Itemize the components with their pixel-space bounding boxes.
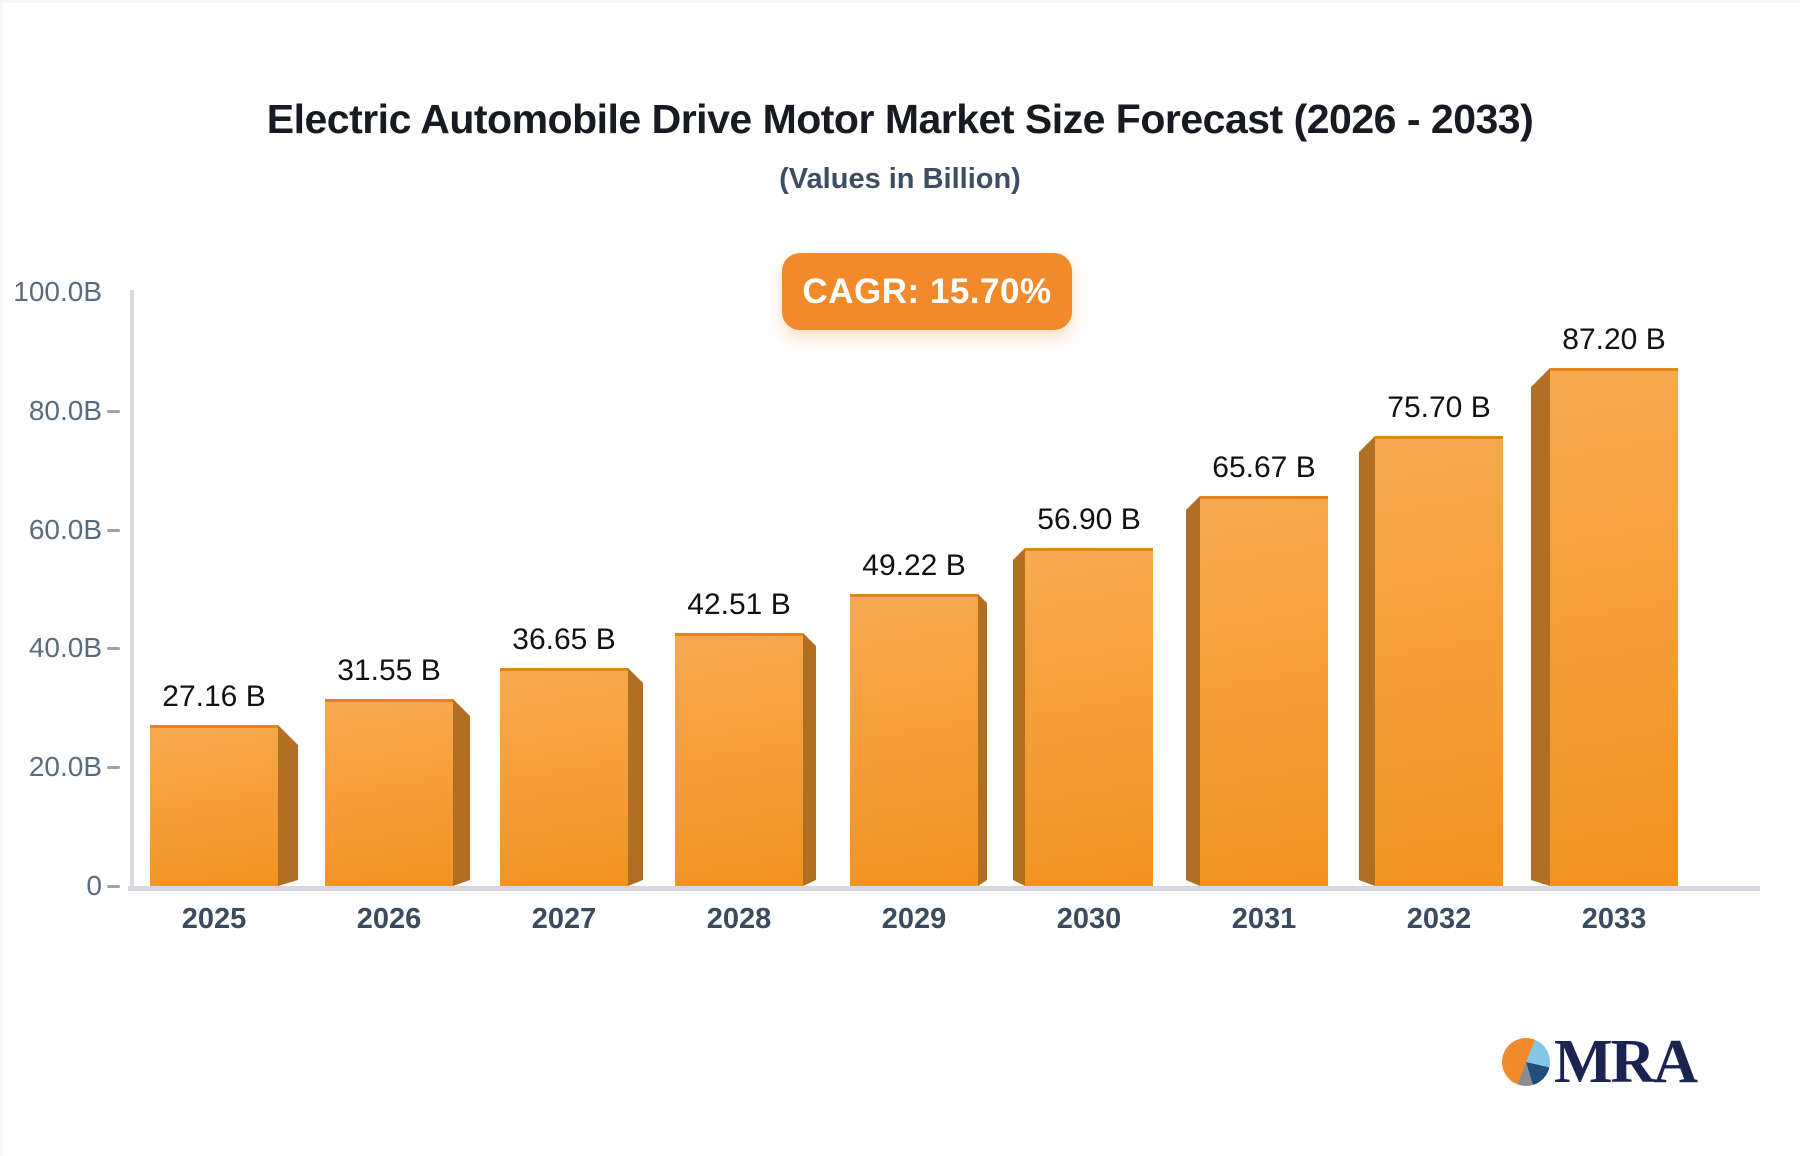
bar-value-label-2028: 42.51 B: [687, 588, 791, 621]
x-axis-label-2025: 2025: [181, 903, 247, 935]
bar-value-label-2027: 36.65 B: [512, 623, 616, 656]
bar-side-2027: [628, 668, 643, 886]
y-axis-tick-mark: [107, 647, 120, 650]
brand-logo-text: MRA: [1554, 1028, 1698, 1096]
chart-subtitle: (Values in Billion): [779, 163, 1021, 195]
y-axis-tick-label: 20.0B: [28, 751, 102, 782]
y-axis-tick-mark: [107, 885, 120, 888]
cagr-badge: CAGR: 15.70%: [782, 253, 1072, 330]
y-axis-tick-mark: [107, 529, 120, 532]
bar-2030: [1025, 548, 1153, 886]
bar-side-2025: [278, 725, 298, 886]
y-axis-tick-label: 100.0B: [13, 276, 102, 307]
y-axis-tick-label: 60.0B: [28, 514, 102, 545]
x-axis-label-2026: 2026: [356, 903, 422, 935]
y-axis-line: [130, 290, 134, 888]
pie-chart-logo-icon: [1502, 1038, 1550, 1086]
bar-value-label-2026: 31.55 B: [337, 654, 441, 687]
bar-side-2031: [1186, 496, 1200, 886]
y-axis-tick-mark: [107, 766, 120, 769]
brand-logo: MRA: [1502, 1028, 1698, 1096]
bar-value-label-2031: 65.67 B: [1212, 451, 1316, 484]
bar-value-label-2025: 27.16 B: [162, 680, 266, 713]
x-axis-label-2029: 2029: [881, 903, 947, 935]
bar-2029: [850, 594, 978, 886]
x-axis-line: [128, 886, 1760, 891]
bar-2027: [500, 668, 628, 886]
y-axis-tick-mark: [107, 410, 120, 413]
bar-value-label-2032: 75.70 B: [1387, 391, 1491, 424]
bar-2033: [1550, 368, 1678, 886]
bar-2028: [675, 633, 803, 886]
bar-2025: [150, 725, 278, 886]
bar-side-2033: [1531, 368, 1550, 886]
bar-side-2032: [1359, 436, 1375, 886]
x-axis-label-2033: 2033: [1581, 903, 1647, 935]
bar-2032: [1375, 436, 1503, 886]
bar-2031: [1200, 496, 1328, 886]
x-axis-label-2028: 2028: [706, 903, 772, 935]
bar-side-2026: [453, 699, 470, 886]
bar-side-2028: [803, 633, 816, 886]
x-axis-label-2027: 2027: [531, 903, 597, 935]
bar-2026: [325, 699, 453, 886]
y-axis-tick-label: 0: [86, 870, 102, 901]
x-axis-label-2031: 2031: [1231, 903, 1297, 935]
bar-side-2029: [978, 594, 987, 886]
x-axis-label-2032: 2032: [1406, 903, 1472, 935]
bar-value-label-2029: 49.22 B: [862, 549, 966, 582]
bar-side-2030: [1013, 548, 1025, 886]
y-axis-tick-label: 80.0B: [28, 395, 102, 426]
bar-value-label-2033: 87.20 B: [1562, 323, 1666, 356]
bar-value-label-2030: 56.90 B: [1037, 503, 1141, 536]
chart-title: Electric Automobile Drive Motor Market S…: [266, 96, 1534, 142]
y-axis-tick-label: 40.0B: [28, 632, 102, 663]
x-axis-label-2030: 2030: [1056, 903, 1122, 935]
